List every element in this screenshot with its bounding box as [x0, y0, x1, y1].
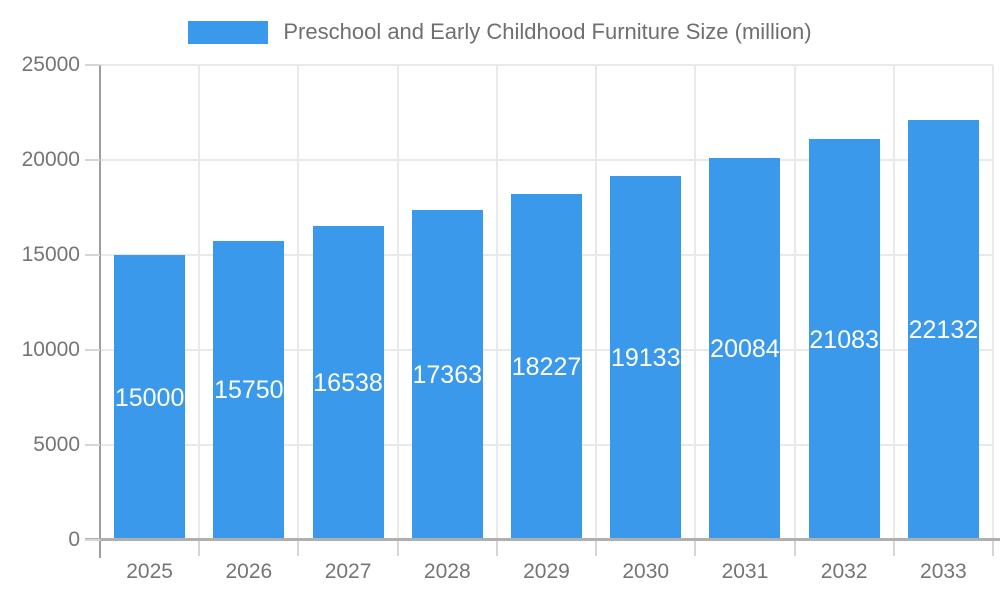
- bar: [213, 240, 285, 540]
- legend-item[interactable]: Preschool and Early Childhood Furniture …: [188, 19, 812, 45]
- y-axis-tick: [85, 64, 100, 66]
- y-axis-tick: [85, 539, 100, 541]
- chart-legend: Preschool and Early Childhood Furniture …: [0, 19, 1000, 45]
- bar: [907, 119, 979, 540]
- bar-value-label: 18227: [511, 352, 582, 381]
- x-axis-category-label: 2026: [225, 560, 273, 583]
- x-axis-category-label: 2032: [820, 560, 868, 583]
- gridline-vertical: [198, 65, 201, 540]
- gridline-vertical: [694, 65, 697, 540]
- y-axis-tick: [85, 349, 100, 351]
- gridline-horizontal: [100, 64, 993, 66]
- y-axis-tick-label: 5000: [33, 433, 80, 456]
- bar: [511, 193, 582, 540]
- bar: [808, 139, 880, 540]
- chart-plot-area: 15000 15750 16538 17363 18227 19133 20084 21083…: [100, 64, 994, 540]
- bar: [610, 176, 682, 540]
- bar-value-label: 15750: [214, 376, 284, 405]
- y-axis-tick: [85, 444, 100, 446]
- y-axis-tick-label: 25000: [21, 53, 80, 76]
- x-axis-tick: [198, 541, 201, 556]
- x-axis-line: [85, 538, 1000, 541]
- gridline-vertical: [992, 65, 994, 540]
- x-axis-category-label: 2029: [523, 560, 570, 583]
- y-axis-line: [99, 65, 101, 558]
- y-axis-tick: [85, 159, 100, 161]
- bar: [114, 255, 186, 540]
- bar-value-label: 15000: [114, 383, 185, 412]
- y-axis-tick-label: 0: [68, 528, 80, 551]
- x-axis-category-label: 2031: [721, 560, 769, 583]
- legend-series-label: Preschool and Early Childhood Furniture …: [283, 19, 812, 44]
- gridline-vertical: [495, 65, 498, 540]
- bar-value-label: 21083: [809, 325, 879, 354]
- x-axis-tick: [892, 541, 895, 556]
- bar-value-label: 19133: [610, 344, 681, 373]
- x-axis-category-label: 2028: [423, 560, 471, 583]
- bar-value-label: 16538: [313, 368, 383, 397]
- x-axis-category-label: 2025: [126, 560, 173, 583]
- gridline-vertical: [892, 65, 895, 540]
- x-axis-tick: [992, 541, 994, 556]
- gridline-vertical: [793, 65, 796, 540]
- bar: [709, 158, 781, 540]
- y-axis-tick-label: 15000: [21, 243, 80, 266]
- gridline-vertical: [396, 65, 399, 540]
- x-axis-tick: [793, 541, 796, 556]
- gridline-horizontal: [100, 159, 993, 161]
- x-axis-tick: [297, 541, 300, 556]
- x-axis-category-label: 2033: [920, 560, 967, 583]
- bar: [312, 225, 384, 540]
- y-axis-tick-label: 20000: [21, 148, 80, 171]
- bar: [411, 210, 483, 540]
- legend-color-swatch: [188, 20, 269, 44]
- x-axis-category-label: 2030: [622, 560, 670, 583]
- y-axis-tick: [85, 254, 100, 256]
- x-axis-tick: [396, 541, 399, 556]
- x-axis-tick: [694, 541, 697, 556]
- bar-value-label: 22132: [908, 315, 979, 344]
- bar-value-label: 17363: [412, 361, 483, 390]
- x-axis-tick: [495, 541, 498, 556]
- bar-value-label: 20084: [710, 335, 780, 364]
- x-axis-category-label: 2027: [324, 560, 372, 583]
- y-axis-tick-label: 10000: [21, 338, 80, 361]
- gridline-vertical: [595, 65, 598, 540]
- gridline-vertical: [297, 65, 300, 540]
- x-axis-tick: [595, 541, 598, 556]
